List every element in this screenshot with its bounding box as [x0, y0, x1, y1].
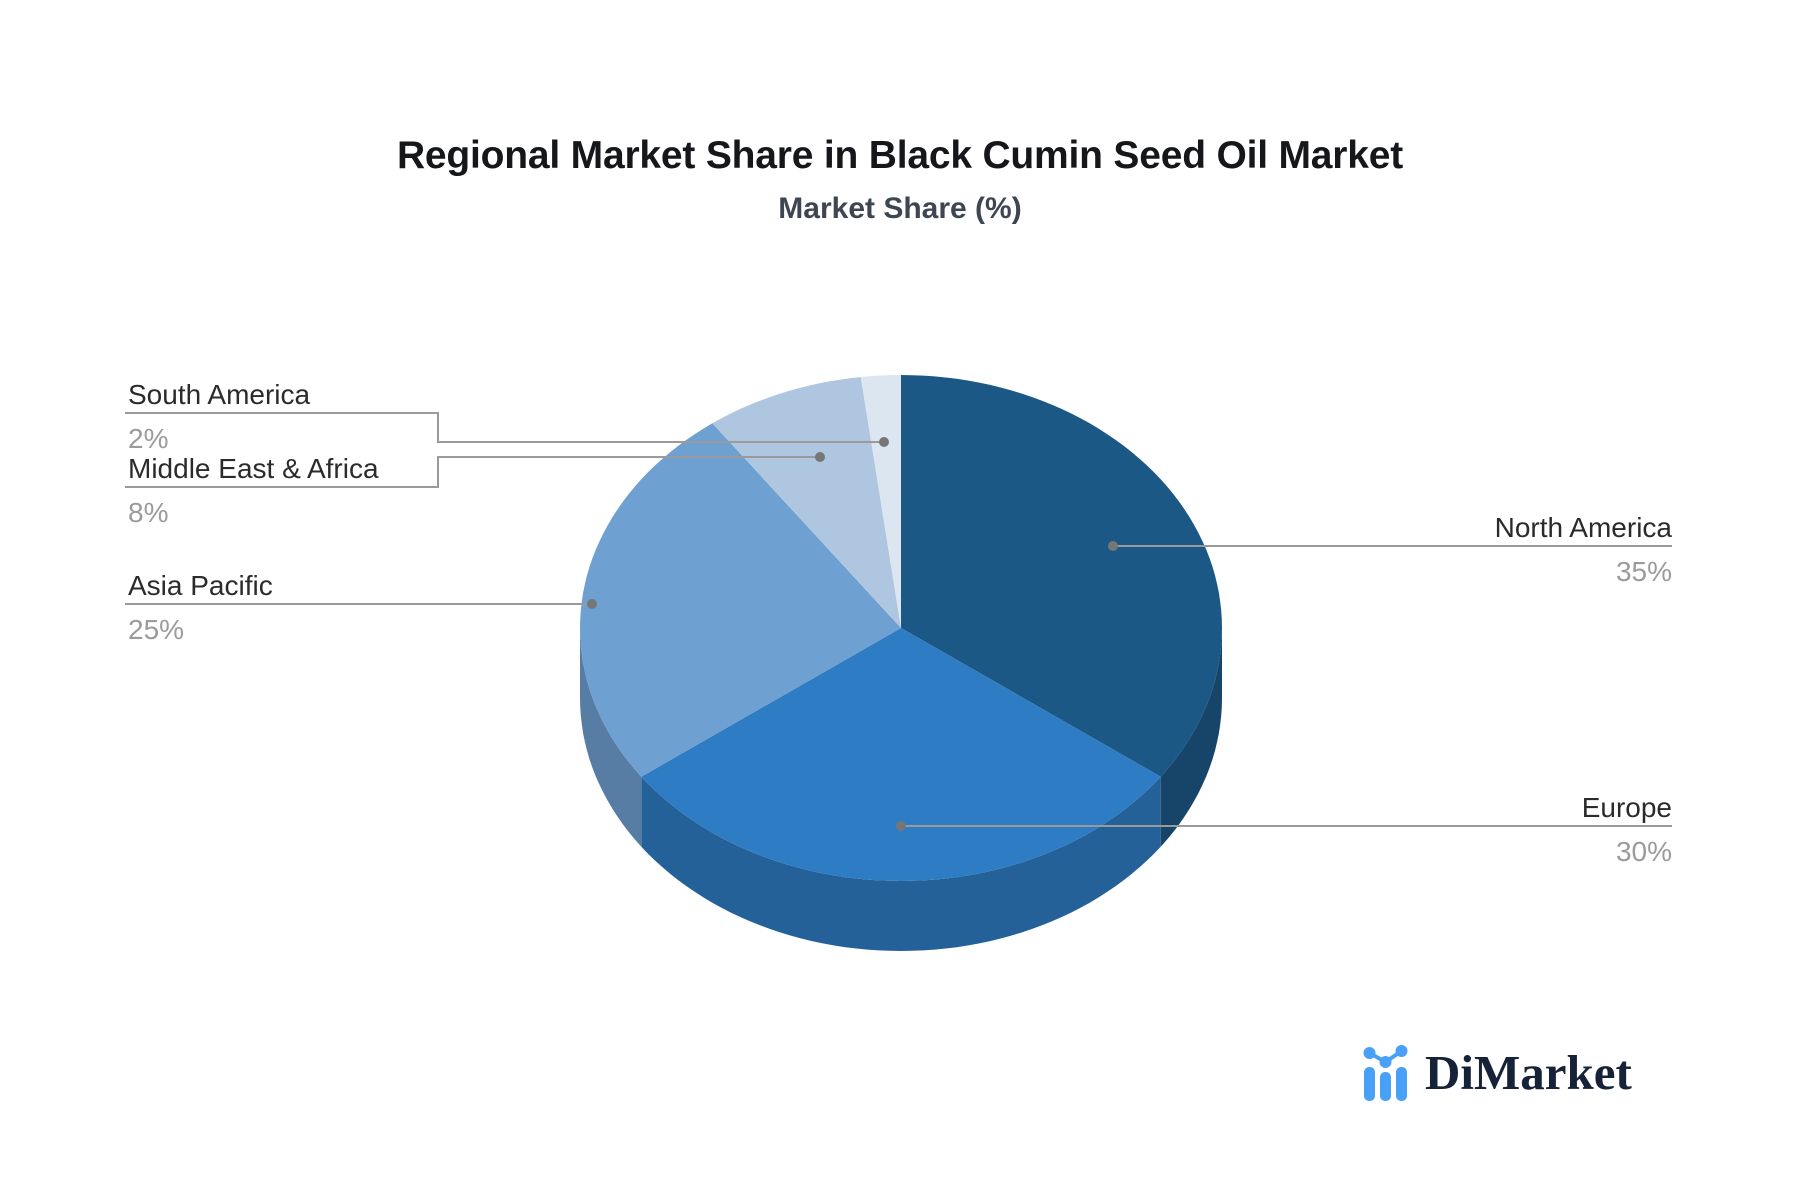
pie-slice-europe	[641, 628, 1161, 881]
callout-dot-asia-pacific	[587, 599, 597, 609]
slice-pct-south-america: 2%	[128, 423, 168, 454]
chart-title: Regional Market Share in Black Cumin See…	[396, 134, 1404, 177]
slice-label-europe: Europe	[1582, 792, 1672, 823]
slice-label-middle-east-africa: Middle East & Africa	[128, 453, 379, 484]
pie-slice-side-europe	[641, 776, 1161, 951]
pie-slice-middle-east-africa	[712, 377, 901, 628]
logo-text: DiMarket	[1425, 1045, 1632, 1100]
callout-dot-europe	[896, 821, 906, 831]
pie-slice-side-north-america	[1160, 628, 1222, 847]
callout-dot-north-america	[1108, 541, 1118, 551]
chart-subtitle: Market Share (%)	[778, 192, 1022, 225]
pie-slice-side-asia-pacific	[580, 628, 642, 847]
bar-chart-trend-icon	[1363, 1045, 1408, 1101]
callout-line-middle-east-africa	[125, 456, 820, 488]
slice-pct-asia-pacific: 25%	[128, 614, 184, 645]
slice-label-asia-pacific: Asia Pacific	[128, 570, 273, 601]
slice-label-north-america: North America	[1495, 512, 1673, 543]
callout-lines	[125, 412, 1672, 831]
pie-3d-sides	[580, 628, 1222, 951]
dimarket-logo: DiMarket	[1363, 1044, 1632, 1101]
callout-dot-south-america	[879, 437, 889, 447]
pie-slice-south-america	[860, 375, 901, 628]
slice-labels: North America 35% Europe 30% Asia Pacific 25%…	[128, 379, 1672, 867]
pie-slice-north-america	[901, 375, 1222, 777]
slice-pct-north-america: 35%	[1616, 556, 1672, 587]
slice-pct-middle-east-africa: 8%	[128, 497, 168, 528]
pie-slices	[580, 375, 1222, 881]
pie-slice-asia-pacific	[580, 423, 901, 777]
slice-pct-europe: 30%	[1616, 836, 1672, 867]
slice-label-south-america: South America	[128, 379, 311, 410]
callout-line-south-america	[125, 412, 884, 443]
callout-dot-middle-east-africa	[815, 452, 825, 462]
